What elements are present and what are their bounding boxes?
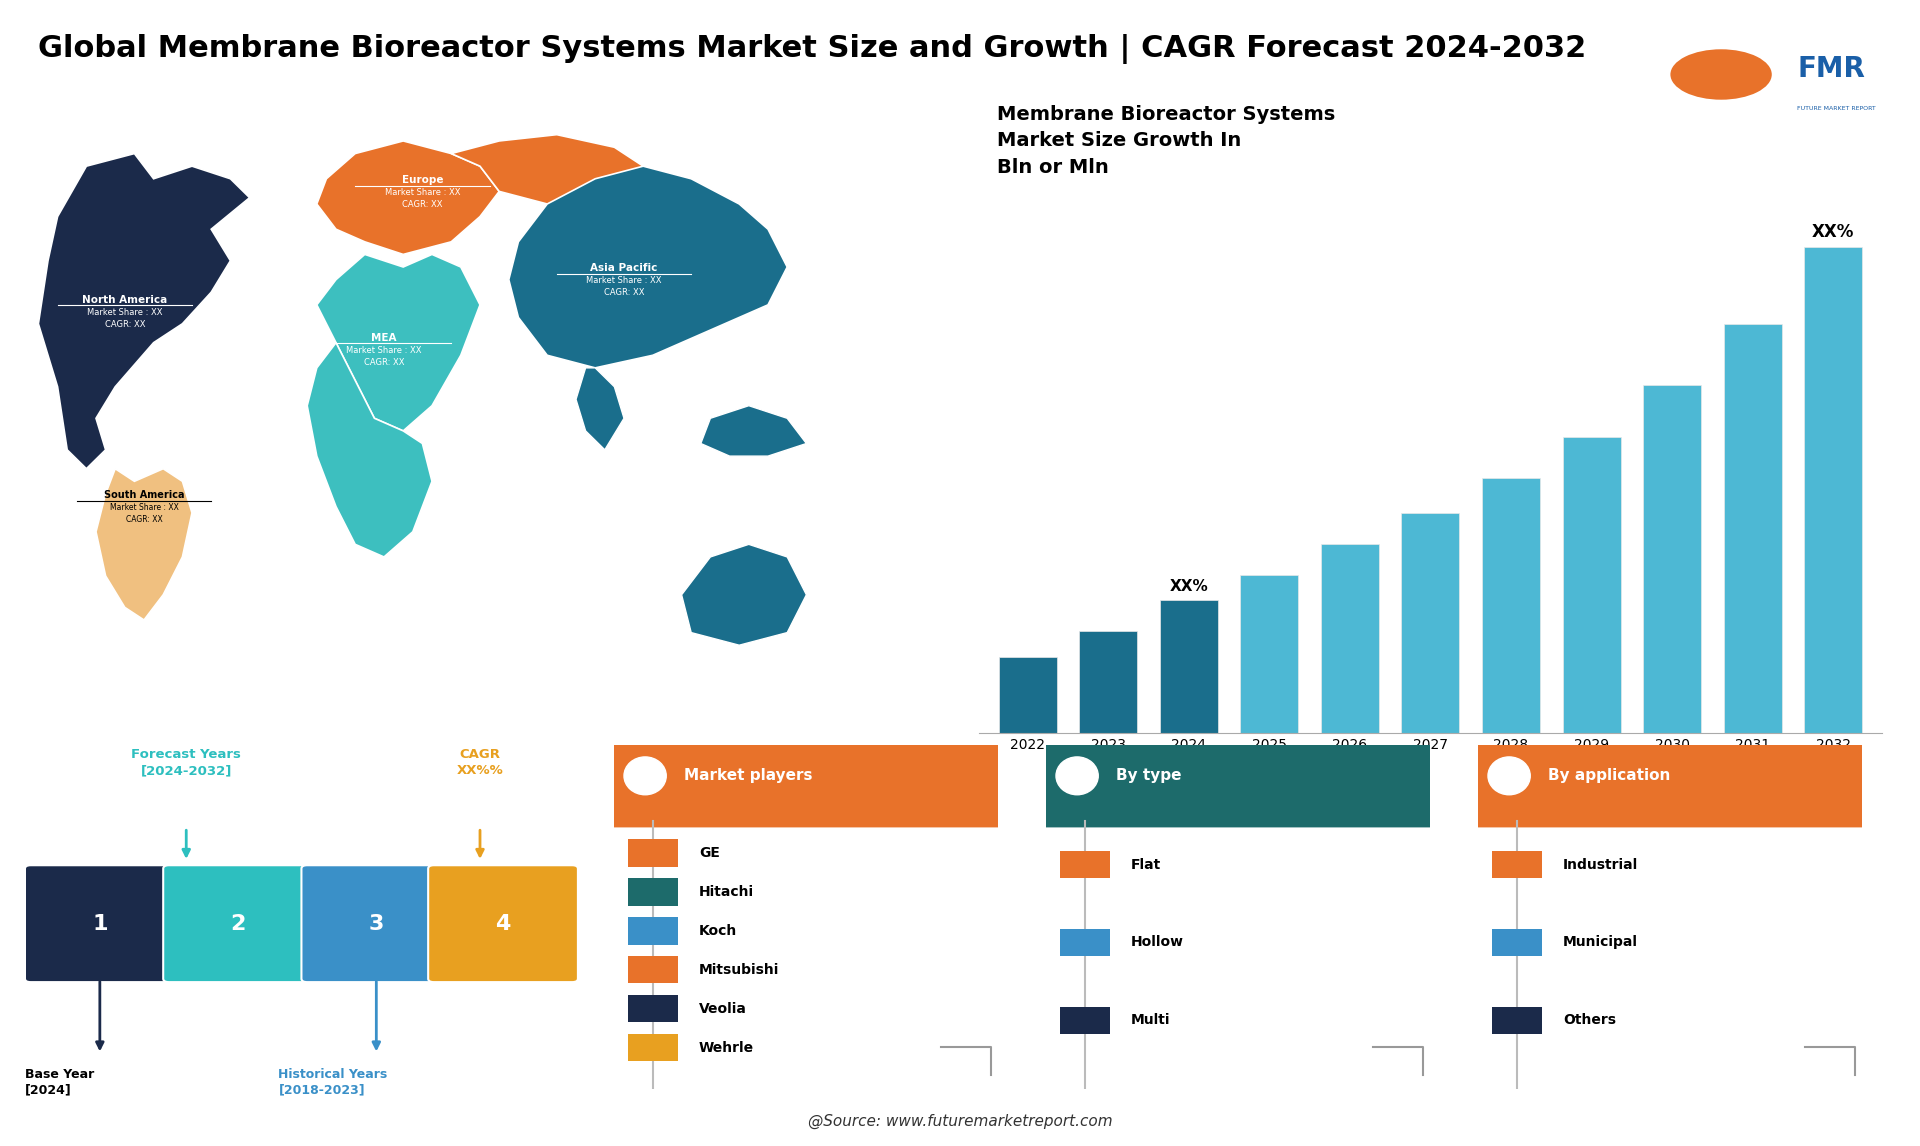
Text: Others: Others: [1563, 1013, 1617, 1028]
Text: Hitachi: Hitachi: [699, 885, 755, 898]
Polygon shape: [317, 254, 480, 431]
Text: Veolia: Veolia: [699, 1002, 747, 1015]
Text: Market players: Market players: [684, 768, 812, 784]
Text: Hollow: Hollow: [1131, 935, 1185, 950]
Text: Koch: Koch: [699, 924, 737, 937]
Polygon shape: [451, 134, 643, 204]
FancyBboxPatch shape: [436, 894, 467, 953]
Text: @Source: www.futuremarketreport.com: @Source: www.futuremarketreport.com: [808, 1114, 1112, 1129]
Text: CAGR
XX%%: CAGR XX%%: [457, 748, 503, 777]
FancyBboxPatch shape: [628, 917, 678, 944]
Text: Market Share : XX
CAGR: XX: Market Share : XX CAGR: XX: [109, 503, 179, 524]
FancyBboxPatch shape: [628, 1034, 678, 1061]
Text: Multi: Multi: [1131, 1013, 1171, 1028]
Text: Asia Pacific: Asia Pacific: [589, 264, 659, 273]
Polygon shape: [307, 343, 432, 557]
Text: Market Share : XX
CAGR: XX: Market Share : XX CAGR: XX: [86, 308, 163, 329]
FancyBboxPatch shape: [25, 865, 175, 982]
FancyBboxPatch shape: [1459, 724, 1882, 827]
Text: XX%: XX%: [1812, 223, 1855, 241]
Bar: [1402, 513, 1459, 733]
FancyBboxPatch shape: [628, 839, 678, 866]
FancyBboxPatch shape: [159, 894, 188, 953]
FancyBboxPatch shape: [1492, 850, 1542, 878]
Text: Industrial: Industrial: [1563, 857, 1638, 872]
Circle shape: [624, 758, 666, 795]
Text: By application: By application: [1548, 768, 1670, 784]
Text: Market Share : XX
CAGR: XX: Market Share : XX CAGR: XX: [346, 346, 422, 367]
FancyBboxPatch shape: [1027, 724, 1450, 827]
FancyBboxPatch shape: [1060, 850, 1110, 878]
Polygon shape: [701, 406, 806, 456]
FancyBboxPatch shape: [1060, 928, 1110, 956]
Bar: [1321, 544, 1379, 733]
Text: 2: 2: [230, 913, 246, 934]
Bar: [998, 657, 1056, 733]
Text: MEA: MEA: [371, 332, 397, 343]
Text: Flat: Flat: [1131, 857, 1162, 872]
Bar: [1724, 324, 1782, 733]
Text: 3: 3: [369, 913, 384, 934]
Text: XX%: XX%: [1169, 579, 1208, 595]
Polygon shape: [96, 469, 192, 620]
Text: FMR: FMR: [1797, 55, 1864, 83]
Text: Base Year
[2024]: Base Year [2024]: [25, 1068, 94, 1096]
Circle shape: [1670, 49, 1772, 100]
Text: Historical Years
[2018-2023]: Historical Years [2018-2023]: [278, 1068, 388, 1096]
Text: Global Membrane Bioreactor Systems Market Size and Growth | CAGR Forecast 2024-2: Global Membrane Bioreactor Systems Marke…: [38, 34, 1586, 64]
Circle shape: [1056, 758, 1098, 795]
Text: 1: 1: [92, 913, 108, 934]
Polygon shape: [682, 544, 806, 645]
Text: Wehrle: Wehrle: [699, 1041, 755, 1054]
Text: By type: By type: [1116, 768, 1181, 784]
FancyBboxPatch shape: [1060, 1006, 1110, 1034]
Bar: [1240, 575, 1298, 733]
Text: Municipal: Municipal: [1563, 935, 1638, 950]
Polygon shape: [509, 166, 787, 368]
FancyBboxPatch shape: [1492, 1006, 1542, 1034]
FancyBboxPatch shape: [628, 995, 678, 1022]
Text: Europe: Europe: [401, 175, 444, 185]
Bar: [1079, 631, 1137, 733]
FancyBboxPatch shape: [300, 894, 326, 953]
Text: 4: 4: [495, 913, 511, 934]
Polygon shape: [317, 141, 499, 254]
Polygon shape: [576, 368, 624, 449]
FancyBboxPatch shape: [595, 724, 1018, 827]
Text: Membrane Bioreactor Systems
Market Size Growth In
Bln or Mln: Membrane Bioreactor Systems Market Size …: [996, 104, 1336, 176]
Text: GE: GE: [699, 846, 720, 860]
FancyBboxPatch shape: [628, 878, 678, 905]
Bar: [1805, 248, 1862, 733]
Text: Mitsubishi: Mitsubishi: [699, 963, 780, 976]
Bar: [1160, 601, 1217, 733]
Text: South America: South America: [104, 490, 184, 500]
Text: North America: North America: [83, 295, 167, 305]
FancyBboxPatch shape: [301, 865, 451, 982]
Bar: [1644, 385, 1701, 733]
Text: Market Share : XX
CAGR: XX: Market Share : XX CAGR: XX: [586, 276, 662, 297]
Text: Market Share : XX
CAGR: XX: Market Share : XX CAGR: XX: [384, 188, 461, 209]
Text: FUTURE MARKET REPORT: FUTURE MARKET REPORT: [1797, 107, 1876, 111]
Circle shape: [1488, 758, 1530, 795]
FancyBboxPatch shape: [428, 865, 578, 982]
Polygon shape: [38, 154, 250, 469]
FancyBboxPatch shape: [163, 865, 313, 982]
FancyBboxPatch shape: [628, 956, 678, 983]
FancyBboxPatch shape: [1492, 928, 1542, 956]
Text: Forecast Years
[2024-2032]: Forecast Years [2024-2032]: [131, 748, 242, 777]
Bar: [1482, 478, 1540, 733]
Bar: [1563, 437, 1620, 733]
